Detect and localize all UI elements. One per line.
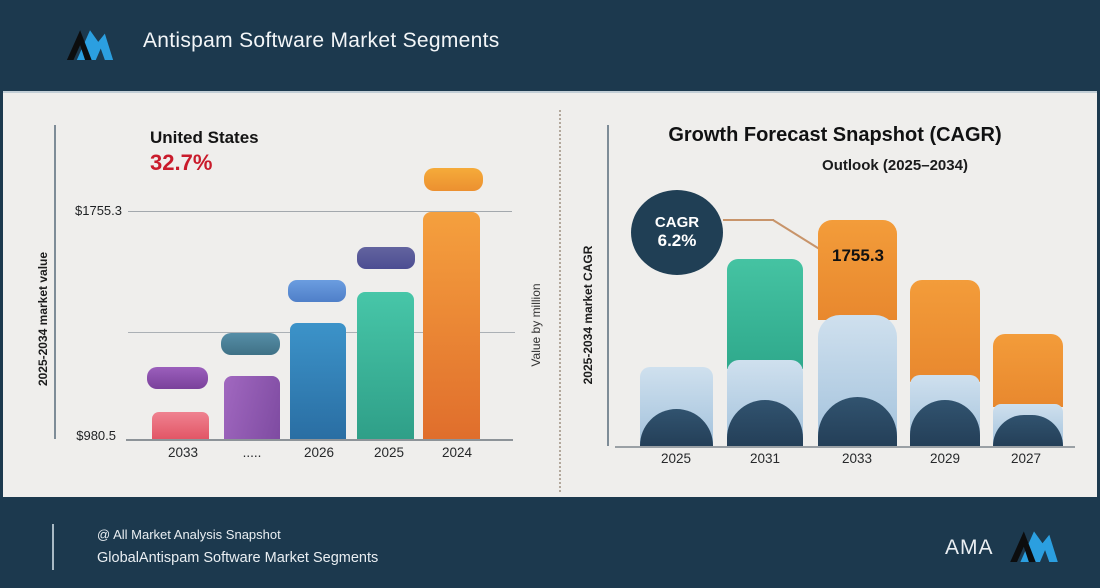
bar-cap-dots bbox=[221, 333, 280, 355]
left-xlabel-2026: 2026 bbox=[303, 445, 335, 460]
footer-credit-line: @ All Market Analysis Snapshot bbox=[97, 527, 281, 542]
right-xlabel-2027: 2027 bbox=[1010, 451, 1042, 466]
cagr-badge-label: CAGR bbox=[654, 214, 700, 231]
right-y-axis-label: 2025-2034 market CAGR bbox=[581, 245, 595, 385]
ama-logo-icon bbox=[66, 30, 114, 60]
right-baseline bbox=[615, 446, 1075, 448]
bar-cap-2024 bbox=[424, 168, 483, 191]
gridline-1755 bbox=[128, 211, 512, 212]
right-xlabel-2031: 2031 bbox=[749, 451, 781, 466]
bar-cap-2025 bbox=[357, 247, 415, 269]
stack-2033-top-orange bbox=[818, 220, 897, 320]
right-chart-title: Growth Forecast Snapshot (CAGR) bbox=[668, 124, 1002, 146]
bar-dots bbox=[224, 376, 280, 439]
cagr-connector-horizontal bbox=[723, 219, 774, 221]
content-panel: 2025-2034 market value United States 32.… bbox=[3, 91, 1097, 497]
left-xlabel-2025: 2025 bbox=[373, 445, 405, 460]
right-y-axis-line bbox=[607, 125, 609, 446]
left-chart-highlight-pct: 32.7% bbox=[150, 150, 213, 175]
left-y-axis-label: 2025-2034 market value bbox=[36, 251, 50, 387]
right-xlabel-2025: 2025 bbox=[660, 451, 692, 466]
bar-2033 bbox=[152, 412, 209, 439]
left-xlabel-dots: ..... bbox=[242, 445, 262, 460]
right-xlabel-2033: 2033 bbox=[841, 451, 873, 466]
left-y-axis-line bbox=[54, 125, 56, 439]
bar-2024 bbox=[423, 212, 480, 439]
page-title: Antispam Software Market Segments bbox=[143, 29, 500, 52]
cagr-connector-diagonal bbox=[772, 219, 821, 250]
footer-divider-line bbox=[52, 524, 54, 570]
footer-band: @ All Market Analysis Snapshot GlobalAnt… bbox=[0, 497, 1100, 588]
stack-2029-top-orange bbox=[910, 280, 980, 382]
left-xlabel-2024: 2024 bbox=[441, 445, 473, 460]
left-tick-bottom: $980.5 bbox=[76, 428, 116, 443]
left-y2-axis-label: Value by million bbox=[529, 283, 543, 367]
stack-2033-data-label: 1755.3 bbox=[832, 246, 884, 265]
cagr-badge-value: 6.2% bbox=[657, 231, 697, 250]
left-chart-country: United States bbox=[150, 128, 259, 147]
panel-divider bbox=[559, 110, 561, 492]
bar-2026 bbox=[290, 323, 346, 439]
stack-2027-top-orange bbox=[993, 334, 1063, 407]
footer-brand-text: AMA bbox=[945, 536, 994, 559]
bar-cap-2026 bbox=[288, 280, 346, 302]
stack-2031-top-teal bbox=[727, 259, 803, 369]
right-chart-subtitle: Outlook (2025–2034) bbox=[822, 157, 968, 174]
bar-2025 bbox=[357, 292, 414, 439]
logo-black-shape bbox=[66, 30, 92, 60]
footer-report-title: GlobalAntispam Software Market Segments bbox=[97, 550, 379, 566]
footer-ama-logo-icon bbox=[1010, 531, 1058, 562]
bar-cap-2033 bbox=[147, 367, 208, 389]
left-baseline bbox=[126, 439, 513, 441]
left-tick-top: $1755.3 bbox=[75, 203, 122, 218]
footer-logo-black-shape bbox=[1010, 531, 1036, 562]
header-band: Antispam Software Market Segments bbox=[0, 0, 1100, 91]
left-xlabel-2033: 2033 bbox=[167, 445, 199, 460]
right-xlabel-2029: 2029 bbox=[929, 451, 961, 466]
cagr-badge: CAGR 6.2% bbox=[631, 190, 723, 275]
